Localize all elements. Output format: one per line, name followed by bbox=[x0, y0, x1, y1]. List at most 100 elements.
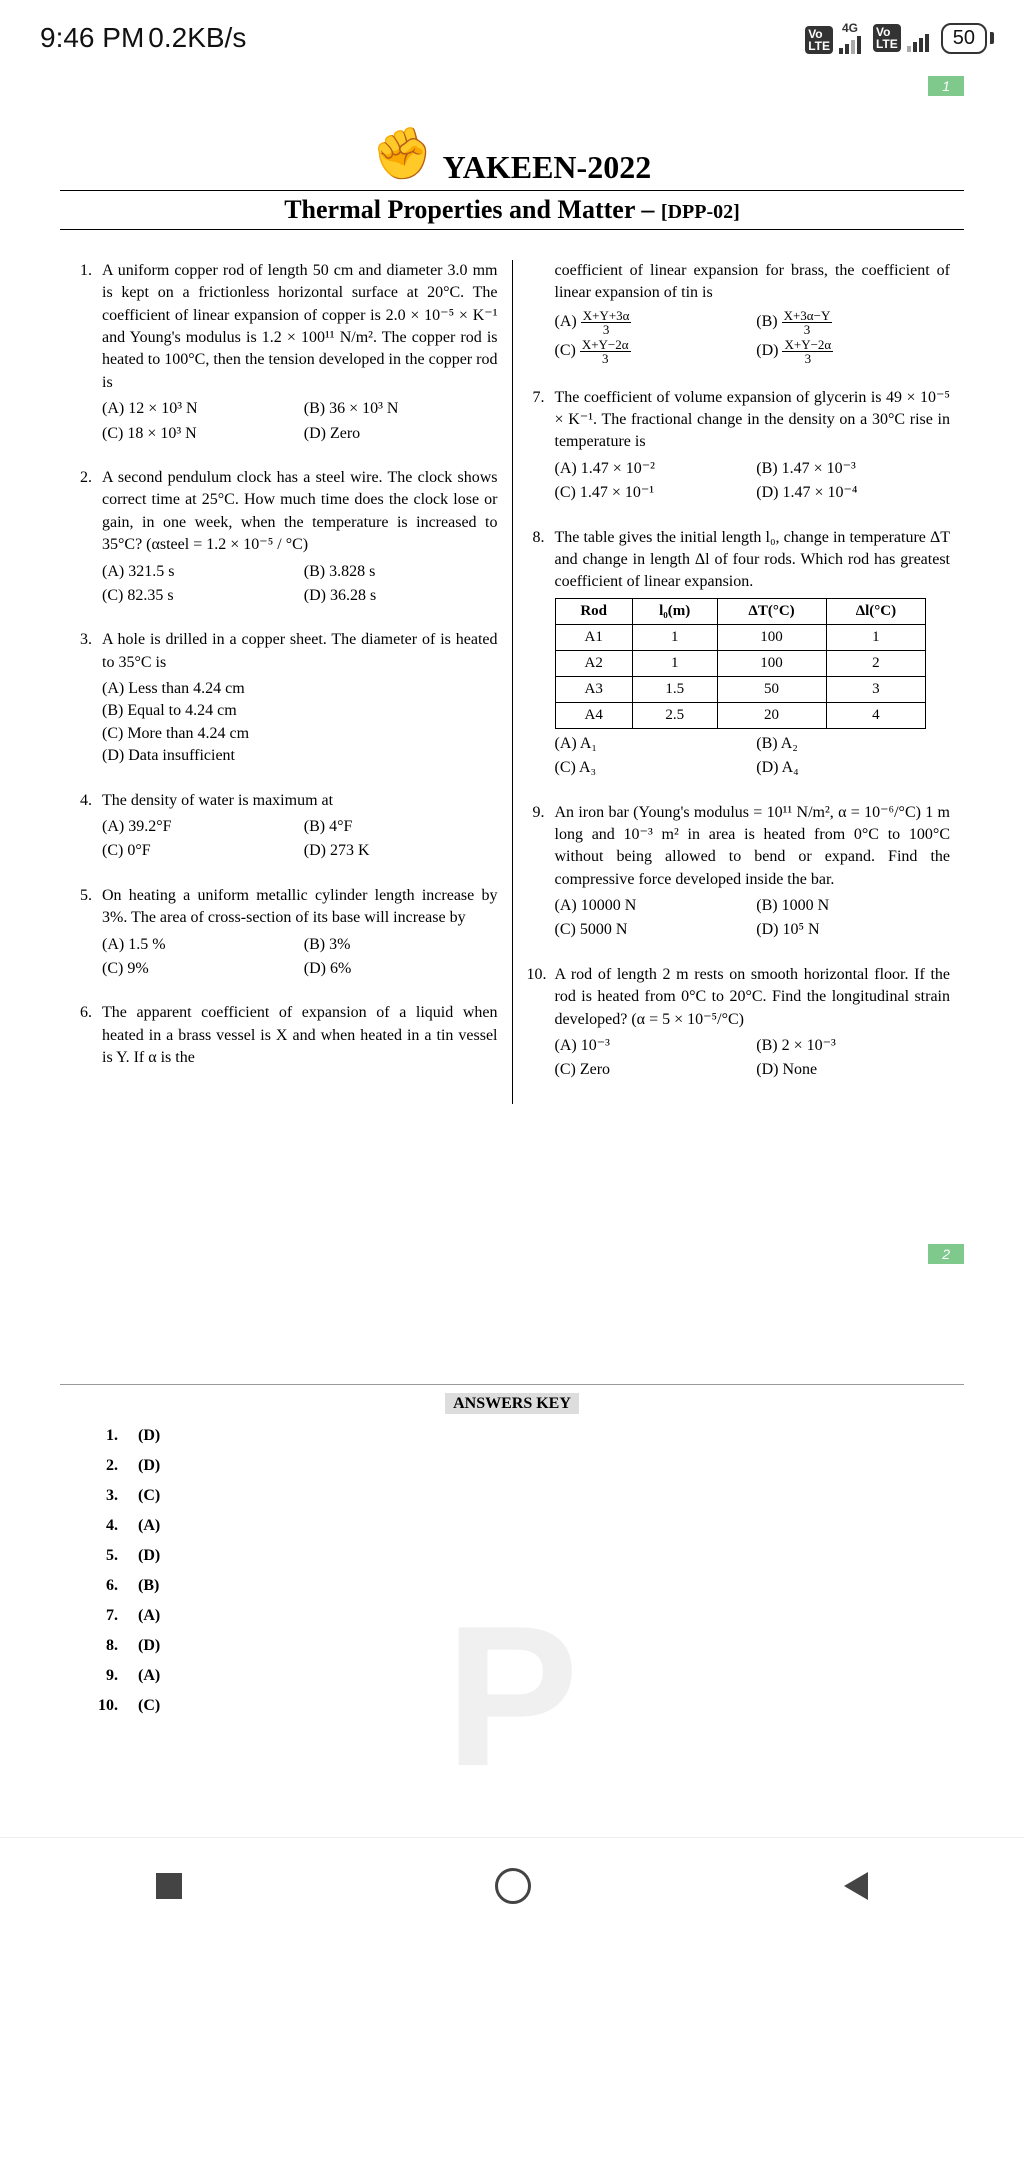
option: (A) Less than 4.24 cm bbox=[102, 678, 498, 700]
nav-recents-icon[interactable] bbox=[156, 1873, 182, 1899]
table-cell: 1 bbox=[632, 624, 717, 650]
answer-number: 10. bbox=[90, 1697, 118, 1715]
question-body: A hole is drilled in a copper sheet. The… bbox=[102, 629, 498, 767]
option: (C) 1.47 × 10⁻¹ bbox=[555, 482, 749, 504]
volte-icon: VoLTE bbox=[873, 24, 901, 52]
column-right: coefficient of linear expansion for bras… bbox=[513, 260, 965, 1104]
answer-value: (A) bbox=[138, 1667, 160, 1685]
option: (B) 1.47 × 10⁻³ bbox=[756, 458, 950, 480]
question: 8. The table gives the initial length l₀… bbox=[527, 527, 951, 780]
options: (A) 321.5 s(B) 3.828 s(C) 82.35 s(D) 36.… bbox=[102, 561, 498, 608]
option: (D) A₄ bbox=[756, 757, 950, 779]
option: (A) 12 × 10³ N bbox=[102, 398, 296, 420]
table-cell: 2.5 bbox=[632, 702, 717, 728]
question-body: A uniform copper rod of length 50 cm and… bbox=[102, 260, 498, 445]
status-time: 9:46 PM bbox=[40, 22, 144, 54]
question-number: 9. bbox=[527, 802, 555, 942]
option: (A) 39.2°F bbox=[102, 816, 296, 838]
header: ✊ YAKEEN-2022 Thermal Properties and Mat… bbox=[60, 126, 964, 230]
answer-number: 4. bbox=[90, 1517, 118, 1535]
nav-bar bbox=[0, 1837, 1024, 1944]
table-cell: A4 bbox=[555, 702, 632, 728]
table-header: Δl(°C) bbox=[826, 598, 926, 624]
option: (C) X+Y−2α3 bbox=[555, 338, 749, 365]
options: (A) 10000 N(B) 1000 N(C) 5000 N(D) 10⁵ N bbox=[555, 895, 951, 942]
answer-number: 2. bbox=[90, 1457, 118, 1475]
option: (A) 10000 N bbox=[555, 895, 749, 917]
answer-number: 8. bbox=[90, 1637, 118, 1655]
doc-title: YAKEEN-2022 bbox=[443, 149, 652, 186]
table-cell: 50 bbox=[717, 676, 826, 702]
answer-row: 10. (C) bbox=[90, 1697, 964, 1715]
status-bar: 9:46 PM 0.2KB/s VoLTE 4G VoLTE 50 bbox=[0, 0, 1024, 76]
status-speed: 0.2KB/s bbox=[148, 22, 246, 54]
table-row: A111001 bbox=[555, 624, 926, 650]
table-row: A211002 bbox=[555, 650, 926, 676]
answer-number: 6. bbox=[90, 1577, 118, 1595]
answer-value: (D) bbox=[138, 1457, 160, 1475]
table-row: A31.5503 bbox=[555, 676, 926, 702]
question-number: 3. bbox=[74, 629, 102, 767]
answer-row: 3. (C) bbox=[90, 1487, 964, 1505]
option: (B) 4°F bbox=[304, 816, 498, 838]
option: (D) Zero bbox=[304, 423, 498, 445]
answer-number: 1. bbox=[90, 1427, 118, 1445]
option: (A) A₁ bbox=[555, 733, 749, 755]
question: 2. A second pendulum clock has a steel w… bbox=[74, 467, 498, 607]
answers-heading: ANSWERS KEY bbox=[60, 1384, 964, 1413]
question-number: 6. bbox=[74, 1002, 102, 1069]
answer-number: 7. bbox=[90, 1607, 118, 1625]
table-header: l₀(m) bbox=[632, 598, 717, 624]
nav-back-icon[interactable] bbox=[844, 1872, 868, 1900]
options: (A) 1.5 %(B) 3%(C) 9%(D) 6% bbox=[102, 934, 498, 981]
table-row: A42.5204 bbox=[555, 702, 926, 728]
question: 7. The coefficient of volume expansion o… bbox=[527, 387, 951, 505]
option: (D) X+Y−2α3 bbox=[756, 338, 950, 365]
answer-row: 9. (A) bbox=[90, 1667, 964, 1685]
answer-value: (C) bbox=[138, 1487, 160, 1505]
option: (B) Equal to 4.24 cm bbox=[102, 700, 498, 722]
answer-row: 2. (D) bbox=[90, 1457, 964, 1475]
answer-value: (B) bbox=[138, 1577, 159, 1595]
battery-level: 50 bbox=[941, 23, 987, 54]
nav-home-icon[interactable] bbox=[495, 1868, 531, 1904]
question-number: 8. bbox=[527, 527, 555, 780]
answer-row: 7. (A) bbox=[90, 1607, 964, 1625]
question: 6. The apparent coefficient of expansion… bbox=[74, 1002, 498, 1069]
table-cell: A3 bbox=[555, 676, 632, 702]
question-body: The table gives the initial length l₀, c… bbox=[555, 527, 951, 780]
options: (A) X+Y+3α3(B) X+3α−Y3(C) X+Y−2α3(D) X+Y… bbox=[555, 309, 951, 365]
option: (C) 82.35 s bbox=[102, 585, 296, 607]
question: 4. The density of water is maximum at(A)… bbox=[74, 790, 498, 863]
answers-list: 1. (D) 2. (D) 3. (C) 4. (A) 5. (D) 6. (B… bbox=[90, 1427, 964, 1715]
option: (D) 10⁵ N bbox=[756, 919, 950, 941]
question-number: 1. bbox=[74, 260, 102, 445]
answer-number: 9. bbox=[90, 1667, 118, 1685]
data-table: Rodl₀(m)ΔT(°C)Δl(°C)A111001A211002A31.55… bbox=[555, 598, 927, 729]
option: (C) More than 4.24 cm bbox=[102, 723, 498, 745]
volte-icon: VoLTE bbox=[805, 26, 833, 54]
signal-1: VoLTE 4G bbox=[805, 22, 861, 54]
answer-number: 3. bbox=[90, 1487, 118, 1505]
option: (D) 36.28 s bbox=[304, 585, 498, 607]
question-number: 5. bbox=[74, 885, 102, 981]
question-body: On heating a uniform metallic cylinder l… bbox=[102, 885, 498, 981]
options: (A) 39.2°F(B) 4°F(C) 0°F(D) 273 K bbox=[102, 816, 498, 863]
question: 3. A hole is drilled in a copper sheet. … bbox=[74, 629, 498, 767]
option: (C) Zero bbox=[555, 1059, 749, 1081]
answer-row: 1. (D) bbox=[90, 1427, 964, 1445]
option: (D) None bbox=[756, 1059, 950, 1081]
table-cell: 1.5 bbox=[632, 676, 717, 702]
table-cell: 4 bbox=[826, 702, 926, 728]
option: (B) 36 × 10³ N bbox=[304, 398, 498, 420]
question-cont: coefficient of linear expansion for bras… bbox=[527, 260, 951, 365]
question: 9. An iron bar (Young's modulus = 10¹¹ N… bbox=[527, 802, 951, 942]
option: (A) 1.5 % bbox=[102, 934, 296, 956]
option: (C) 9% bbox=[102, 958, 296, 980]
signal-2: VoLTE bbox=[873, 24, 929, 52]
question-number: 10. bbox=[527, 964, 555, 1082]
option: (D) 1.47 × 10⁻⁴ bbox=[756, 482, 950, 504]
question-columns: 1. A uniform copper rod of length 50 cm … bbox=[60, 260, 964, 1104]
option: (C) 18 × 10³ N bbox=[102, 423, 296, 445]
option: (B) 1000 N bbox=[756, 895, 950, 917]
